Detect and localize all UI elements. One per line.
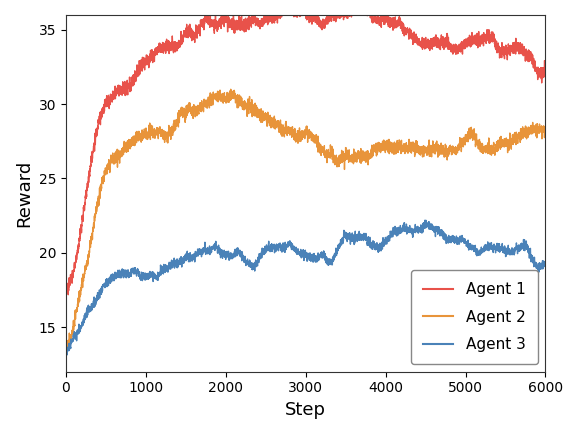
Legend: Agent 1, Agent 2, Agent 3: Agent 1, Agent 2, Agent 3 [411, 270, 538, 364]
Agent 1 [179, 38, 186, 43]
Agent 2 [227, 87, 234, 92]
Agent 1 [174, 47, 181, 53]
Y-axis label: Reward: Reward [15, 160, 33, 227]
X-axis label: Step: Step [285, 401, 326, 419]
Agent 3 [62, 343, 69, 349]
Agent 2 [277, 126, 284, 131]
Agent 3 [542, 261, 549, 266]
Agent 3 [423, 217, 429, 223]
Agent 1 [176, 43, 183, 48]
Agent 3 [277, 245, 284, 250]
Agent 2 [542, 127, 549, 132]
Agent 1 [62, 295, 69, 300]
Agent 3 [243, 261, 250, 266]
Agent 2 [179, 111, 186, 116]
Agent 3 [174, 260, 181, 266]
Agent 1 [361, 0, 368, 2]
Line: Agent 1: Agent 1 [66, 0, 546, 298]
Agent 3 [63, 355, 70, 360]
Agent 2 [62, 349, 69, 355]
Agent 3 [179, 260, 186, 265]
Agent 2 [176, 112, 183, 117]
Agent 1 [542, 70, 549, 75]
Agent 1 [538, 80, 545, 85]
Agent 1 [243, 20, 250, 26]
Agent 2 [243, 104, 250, 109]
Line: Agent 3: Agent 3 [66, 220, 546, 357]
Agent 2 [174, 118, 181, 123]
Agent 1 [277, 5, 284, 10]
Agent 3 [538, 265, 545, 270]
Agent 3 [176, 258, 183, 263]
Line: Agent 2: Agent 2 [66, 89, 546, 352]
Agent 2 [538, 128, 545, 133]
